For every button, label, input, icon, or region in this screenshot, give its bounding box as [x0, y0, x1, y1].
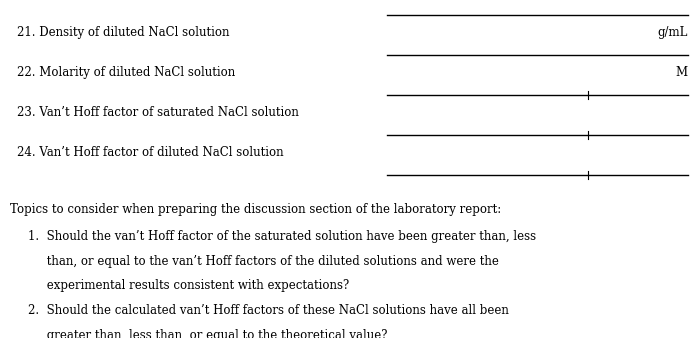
Text: than, or equal to the van’t Hoff factors of the diluted solutions and were the: than, or equal to the van’t Hoff factors…	[28, 255, 499, 268]
Text: 23. Van’t Hoff factor of saturated NaCl solution: 23. Van’t Hoff factor of saturated NaCl …	[17, 106, 299, 119]
Text: 1.  Should the van’t Hoff factor of the saturated solution have been greater tha: 1. Should the van’t Hoff factor of the s…	[28, 230, 536, 243]
Text: g/mL: g/mL	[657, 26, 688, 39]
Text: 21. Density of diluted NaCl solution: 21. Density of diluted NaCl solution	[17, 26, 230, 39]
Text: Topics to consider when preparing the discussion section of the laboratory repor: Topics to consider when preparing the di…	[10, 203, 502, 216]
Text: 2.  Should the calculated van’t Hoff factors of these NaCl solutions have all be: 2. Should the calculated van’t Hoff fact…	[28, 305, 509, 317]
Text: experimental results consistent with expectations?: experimental results consistent with exp…	[28, 279, 349, 292]
Text: greater than, less than, or equal to the theoretical value?: greater than, less than, or equal to the…	[28, 329, 387, 338]
Text: M: M	[676, 66, 688, 79]
Text: 22. Molarity of diluted NaCl solution: 22. Molarity of diluted NaCl solution	[17, 66, 236, 79]
Text: 24. Van’t Hoff factor of diluted NaCl solution: 24. Van’t Hoff factor of diluted NaCl so…	[17, 146, 284, 159]
